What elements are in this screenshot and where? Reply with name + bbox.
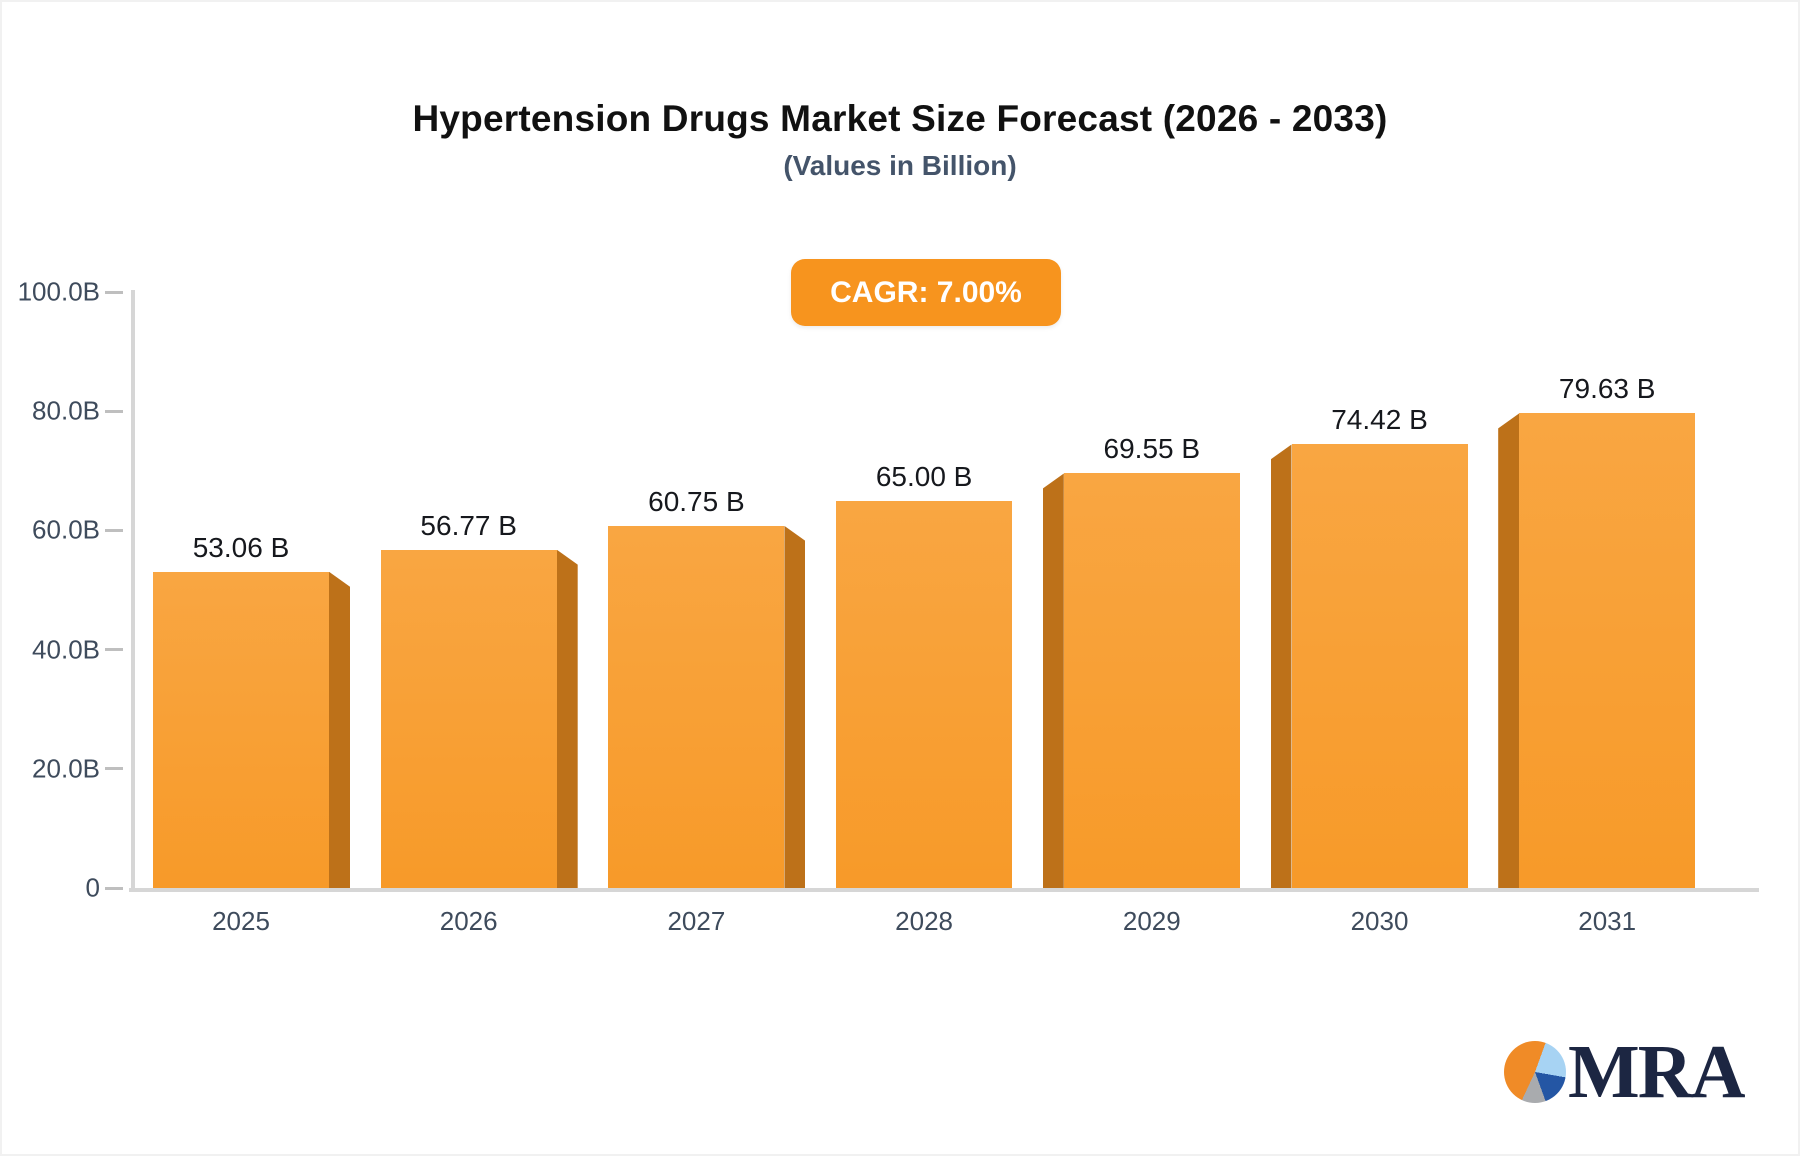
bar-2025 — [153, 571, 329, 888]
bar-side-2029 — [1042, 473, 1064, 888]
bar-side-2026 — [556, 549, 578, 888]
y-axis-tick-label: 100.0B — [17, 276, 100, 307]
y-axis-tick — [105, 886, 123, 890]
y-axis-tick — [105, 767, 123, 771]
y-axis-line — [131, 290, 135, 890]
logo-text: MRA — [1568, 1030, 1746, 1114]
pie-chart-icon — [1504, 1041, 1566, 1103]
x-axis-line — [129, 888, 1759, 892]
bar-side-2030 — [1270, 444, 1292, 888]
bar-2026 — [380, 549, 557, 888]
bar-value-label: 69.55 B — [1103, 433, 1201, 465]
bar-value-label: 74.42 B — [1331, 404, 1428, 436]
y-axis-tick — [105, 648, 123, 652]
bar-2031 — [1519, 413, 1696, 888]
bar-value-label: 53.06 B — [192, 531, 290, 563]
bar-value-label: 65.00 B — [875, 460, 973, 492]
x-axis-label: 2025 — [212, 906, 270, 936]
bar-side-2031 — [1498, 413, 1520, 888]
x-axis-label: 2028 — [895, 906, 954, 936]
x-axis-label: 2026 — [439, 906, 498, 936]
chart-subtitle: (Values in Billion) — [783, 150, 1017, 181]
bar-2028 — [836, 500, 1013, 888]
y-axis-tick — [105, 290, 123, 294]
x-axis-label: 2027 — [667, 906, 726, 936]
bar-2027 — [608, 525, 785, 888]
cagr-badge: CAGR: 7.00% — [791, 259, 1061, 326]
y-axis-tick-label: 40.0B — [32, 634, 100, 665]
x-axis-label: 2030 — [1350, 906, 1409, 936]
mra-logo: MRA — [1504, 1030, 1746, 1114]
chart-title: Hypertension Drugs Market Size Forecast … — [412, 98, 1388, 139]
y-axis-tick-label: 60.0B — [32, 514, 100, 545]
x-axis-label: 2031 — [1578, 906, 1637, 936]
bar-value-label: 60.75 B — [648, 485, 745, 517]
y-axis-tick — [105, 409, 123, 413]
bar-side-2025 — [329, 571, 350, 888]
y-axis-tick-label: 80.0B — [32, 395, 100, 426]
bar-2029 — [1063, 473, 1240, 888]
bar-side-2027 — [784, 525, 806, 888]
x-axis-label: 2029 — [1122, 906, 1181, 936]
y-axis-tick-label: 20.0B — [32, 753, 100, 784]
y-axis-tick-label: 0 — [85, 872, 100, 903]
bar-2030 — [1291, 444, 1468, 888]
bar-value-label: 79.63 B — [1558, 373, 1656, 405]
y-axis-tick — [105, 528, 123, 532]
bar-value-label: 56.77 B — [420, 509, 517, 541]
